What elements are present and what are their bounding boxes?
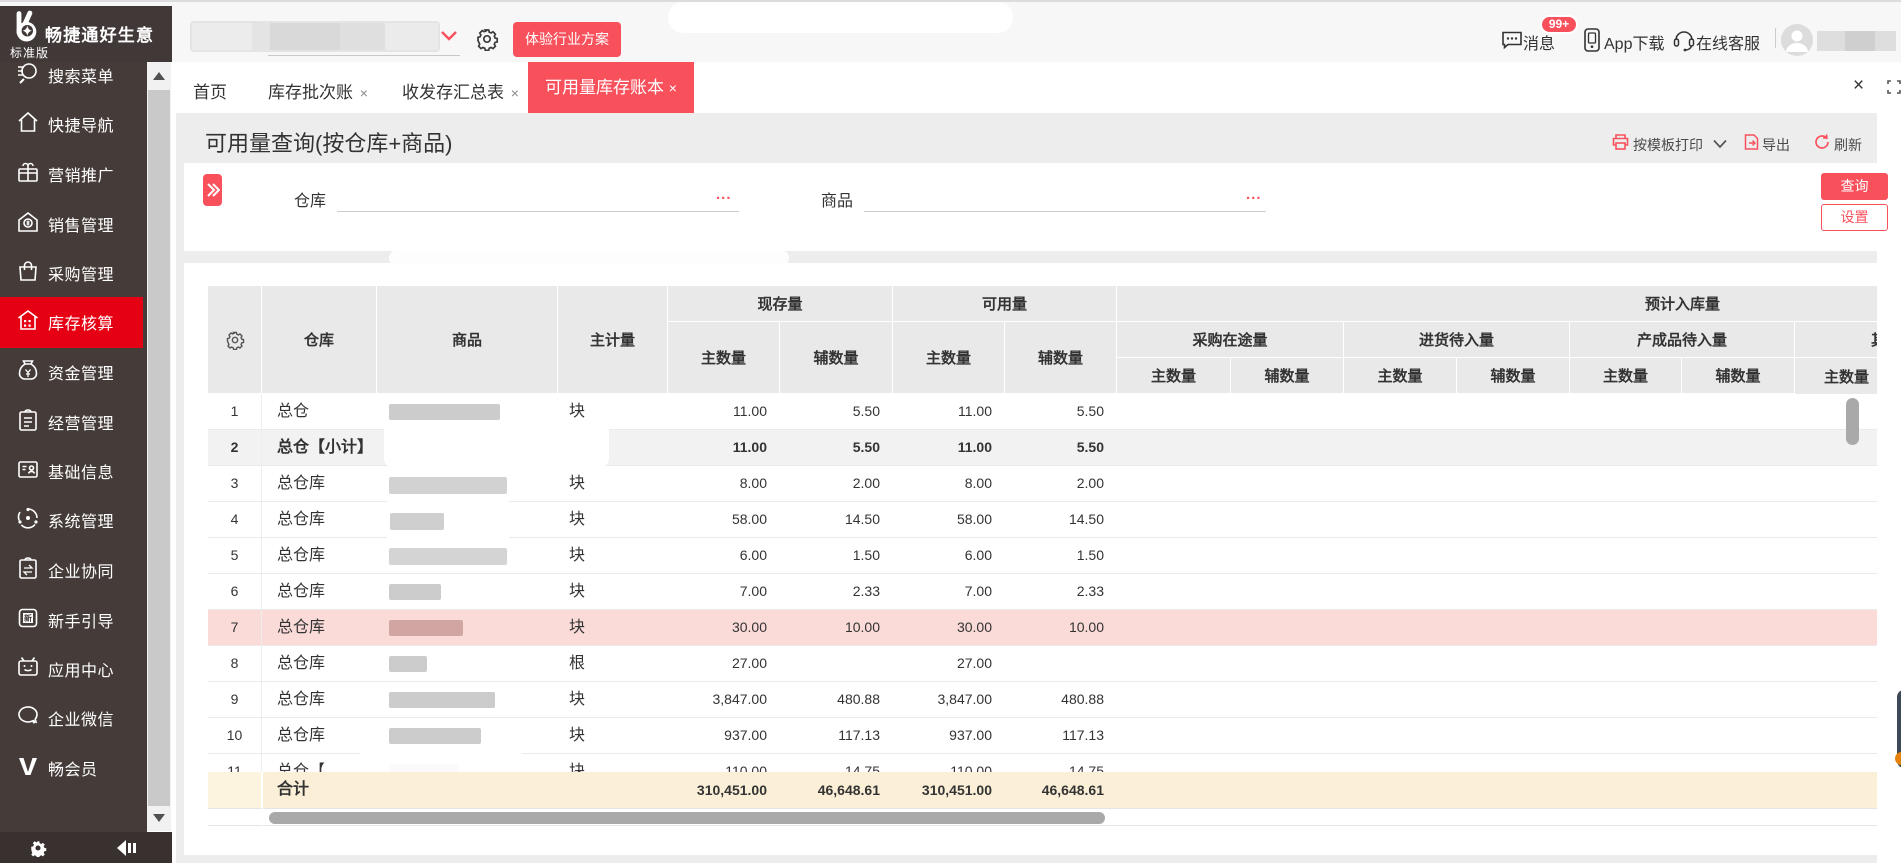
svg-text:新: 新 [24, 613, 32, 623]
